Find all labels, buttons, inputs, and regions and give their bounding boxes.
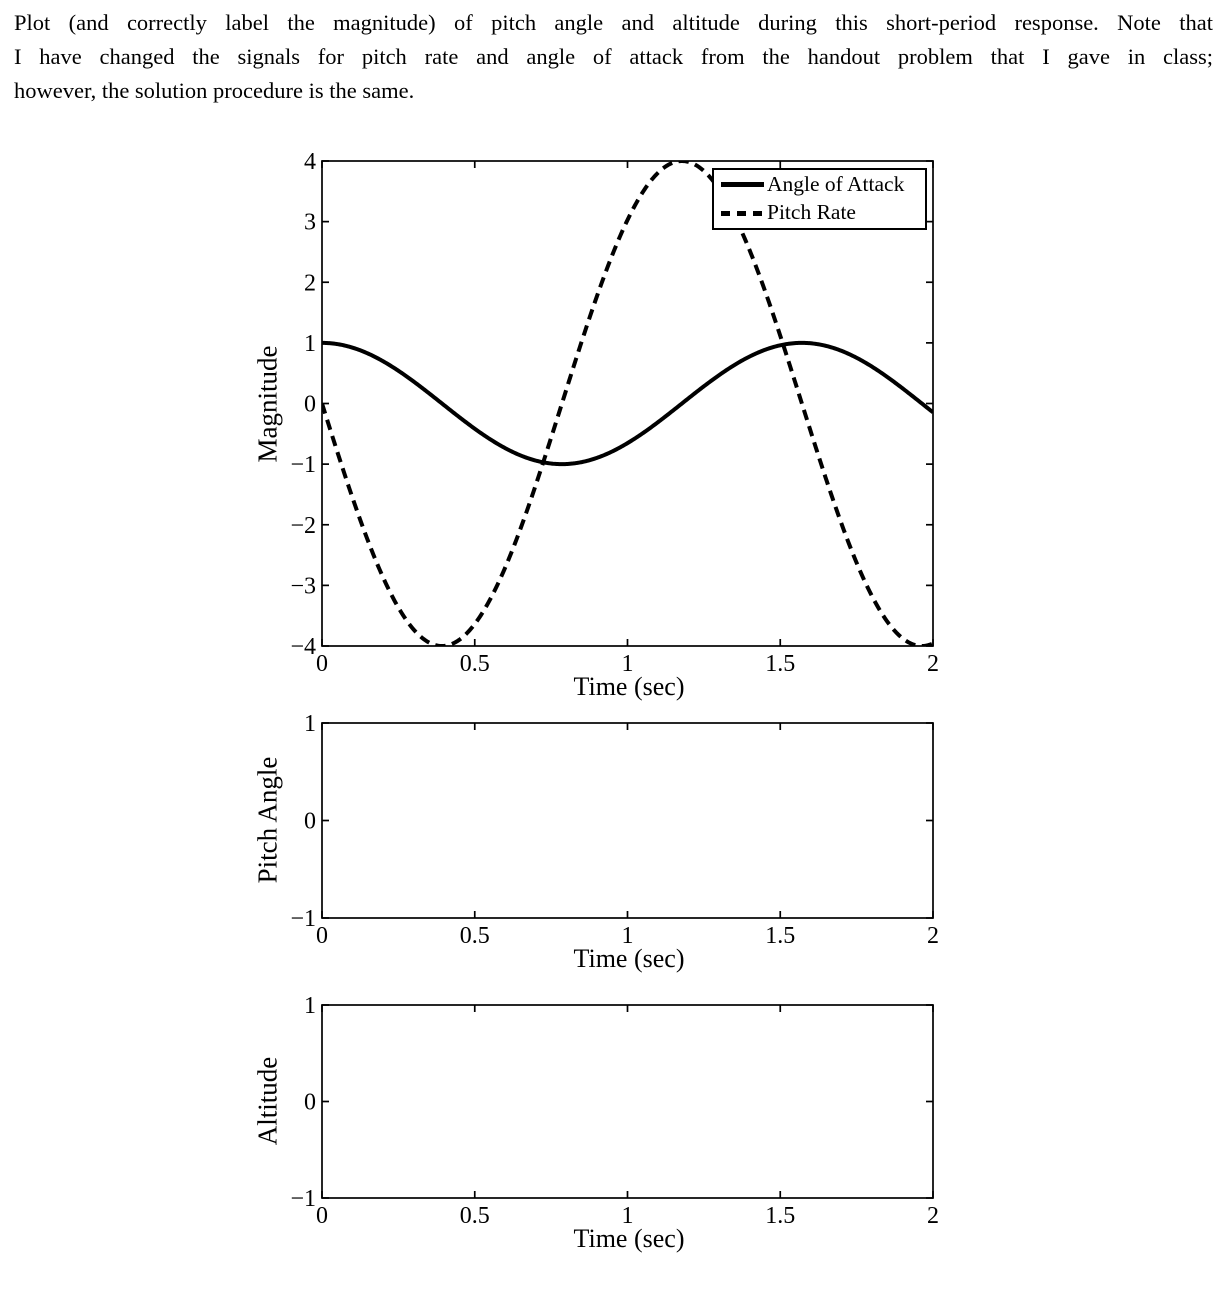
dashed-line-sample (721, 210, 764, 216)
x-tick-label: 0.5 (460, 1203, 490, 1229)
problem-statement-line: Plot (and correctly label the magnitude)… (14, 10, 1213, 35)
x-axis-label-time-plot3: Time (sec) (573, 1224, 685, 1253)
y-tick-label: 1 (304, 711, 316, 737)
x-tick-label: 2 (927, 923, 939, 949)
y-axis-label-magnitude: Magnitude (252, 345, 283, 463)
x-tick-label: 0 (316, 923, 328, 949)
y-tick-label: 0 (304, 1090, 316, 1116)
y-tick-label: −4 (290, 634, 316, 660)
y-tick-label: 0 (304, 392, 316, 418)
y-axis-label-pitch-angle: Pitch Angle (252, 756, 283, 884)
y-tick-label: −1 (290, 452, 316, 478)
x-tick-label: 2 (927, 1203, 939, 1229)
legend-entry: Pitch Rate (721, 200, 925, 227)
legend-label: Pitch Rate (767, 200, 856, 225)
x-tick-label: 1.5 (765, 651, 795, 677)
x-tick-label: 0 (316, 1203, 328, 1229)
x-tick-label: 1.5 (765, 923, 795, 949)
y-tick-label: 3 (304, 210, 316, 236)
y-tick-label: −3 (290, 573, 316, 599)
x-tick-label: 1.5 (765, 1203, 795, 1229)
plot-box (321, 1004, 934, 1199)
y-tick-label: 2 (304, 270, 316, 296)
problem-statement: Plot (and correctly label the magnitude)… (14, 6, 1213, 108)
y-tick-label: 1 (304, 331, 316, 357)
problem-statement-line: however, the solution procedure is the s… (14, 78, 415, 103)
curve-pitch-rate (322, 161, 933, 646)
problem-statement-line: I have changed the signals for pitch rat… (14, 44, 1213, 69)
y-tick-label: −1 (290, 906, 316, 932)
x-tick-label: 1 (622, 651, 634, 677)
y-tick-label: 1 (304, 993, 316, 1019)
legend-label: Angle of Attack (767, 172, 905, 197)
plot-box (321, 160, 934, 647)
y-tick-label: 4 (304, 149, 316, 175)
y-tick-label: 0 (304, 809, 316, 835)
x-tick-label: 1 (622, 1203, 634, 1229)
solid-line-sample (721, 182, 764, 188)
x-tick-label: 0 (316, 651, 328, 677)
x-tick-label: 2 (927, 651, 939, 677)
x-tick-label: 1 (622, 923, 634, 949)
y-tick-label: −1 (290, 1186, 316, 1212)
plot-box (321, 722, 934, 919)
x-axis-label-time-plot2: Time (sec) (573, 944, 685, 973)
x-tick-label: 0.5 (460, 923, 490, 949)
y-tick-label: −2 (290, 513, 316, 539)
y-axis-label-altitude: Altitude (252, 1056, 283, 1146)
x-tick-label: 0.5 (460, 651, 490, 677)
legend-entry: Angle of Attack (721, 171, 925, 198)
curve-angle-of-attack (322, 340, 933, 467)
x-axis-label-time-plot1: Time (sec) (573, 672, 685, 701)
legend: Angle of Attack Pitch Rate (712, 168, 927, 230)
